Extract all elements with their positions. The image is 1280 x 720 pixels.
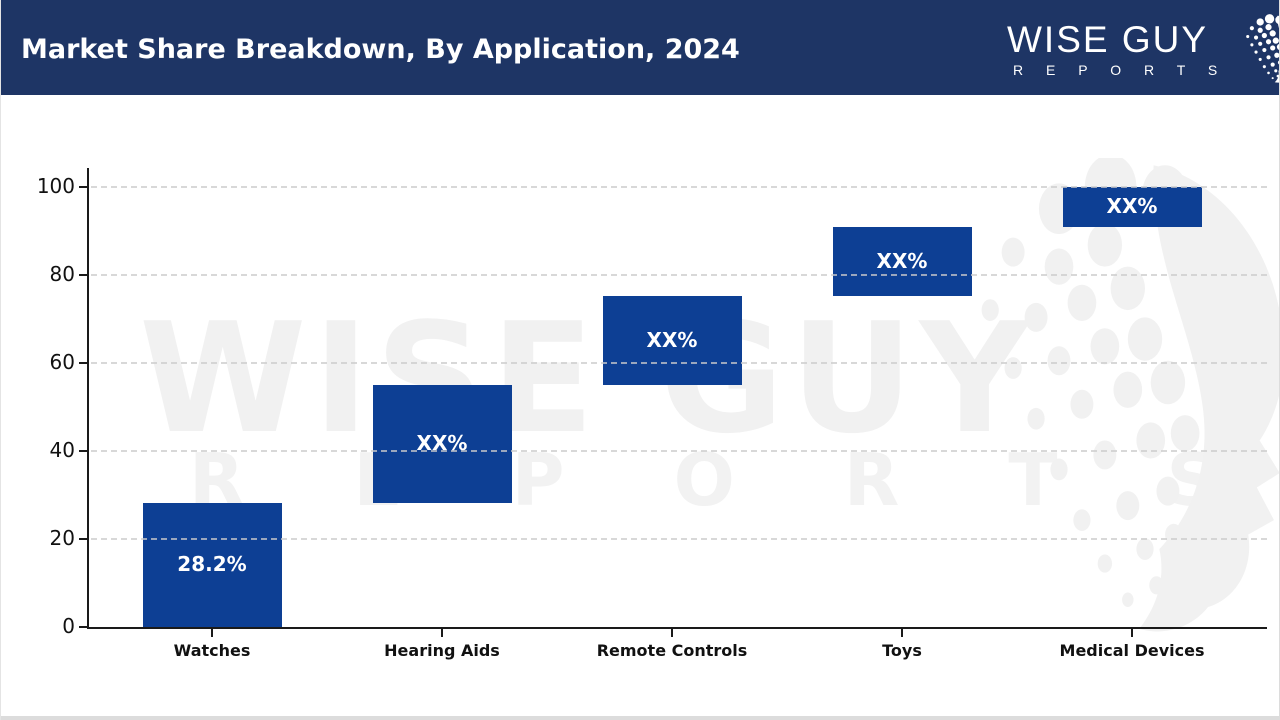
bar-toys bbox=[832, 227, 972, 297]
y-tick-label-0: 0 bbox=[62, 614, 75, 638]
gridline-80 bbox=[91, 274, 1267, 276]
dotted-head-profile-icon bbox=[1229, 12, 1279, 86]
y-tick-mark-20 bbox=[79, 538, 89, 540]
bar-value-label: 28.2% bbox=[177, 551, 247, 576]
gridline-40 bbox=[91, 450, 1267, 452]
y-tick-mark-100 bbox=[79, 186, 89, 188]
x-tick-mark bbox=[1131, 629, 1133, 637]
x-axis-label: Watches bbox=[173, 641, 251, 660]
y-tick-label-60: 60 bbox=[49, 350, 75, 374]
x-axis-label: Hearing Aids bbox=[384, 641, 500, 660]
bar-medical-devices bbox=[1062, 187, 1202, 228]
y-tick-label-80: 80 bbox=[49, 262, 75, 286]
logo-reports-label: R E P O R T S bbox=[1013, 61, 1227, 78]
bar-hearing-aids bbox=[372, 385, 512, 503]
x-axis-label: Toys bbox=[882, 641, 922, 660]
y-tick-label-100: 100 bbox=[36, 174, 75, 198]
bar-value-label: XX% bbox=[416, 430, 468, 455]
x-tick-mark bbox=[441, 629, 443, 637]
x-axis-label: Remote Controls bbox=[596, 641, 748, 660]
gridline-60 bbox=[91, 362, 1267, 364]
y-tick-mark-60 bbox=[79, 362, 89, 364]
y-tick-label-20: 20 bbox=[49, 526, 75, 550]
gridline-100 bbox=[91, 186, 1267, 188]
bar-value-label: XX% bbox=[876, 248, 928, 273]
dotted-head-profile-icon bbox=[1245, 14, 1279, 83]
bar-value-label: XX% bbox=[1106, 194, 1158, 219]
bar-watches bbox=[142, 502, 282, 627]
y-tick-mark-40 bbox=[79, 450, 89, 452]
watermark-wiseguy-text: WISE GUY bbox=[139, 290, 1036, 467]
y-tick-mark-80 bbox=[79, 274, 89, 276]
logo-text: WISE GUY R E P O R T S bbox=[1007, 21, 1227, 78]
header-bar: Market Share Breakdown, By Application, … bbox=[1, 0, 1279, 95]
page-title: Market Share Breakdown, By Application, … bbox=[21, 34, 740, 65]
bar-remote-controls bbox=[602, 296, 742, 385]
x-axis-label: Medical Devices bbox=[1059, 641, 1205, 660]
bar-value-label: XX% bbox=[646, 327, 698, 352]
logo-wiseguy-label: WISE GUY bbox=[1007, 18, 1209, 60]
x-tick-mark bbox=[671, 629, 673, 637]
x-tick-mark bbox=[211, 629, 213, 637]
wise-guy-reports-logo: WISE GUY R E P O R T S bbox=[1007, 8, 1279, 90]
y-tick-label-40: 40 bbox=[49, 438, 75, 462]
x-tick-mark bbox=[901, 629, 903, 637]
y-axis-spine bbox=[87, 168, 89, 629]
y-tick-mark-0 bbox=[79, 626, 89, 628]
gridline-20 bbox=[91, 538, 1267, 540]
bottom-edge-line bbox=[1, 716, 1279, 720]
watermark-reports-text: R E P O R T S bbox=[189, 438, 1261, 522]
x-axis-spine bbox=[87, 627, 1267, 629]
plot-area: 0 20 40 60 80 100 28.2% Watches XX% Hearing Aids X… bbox=[1, 95, 1279, 720]
